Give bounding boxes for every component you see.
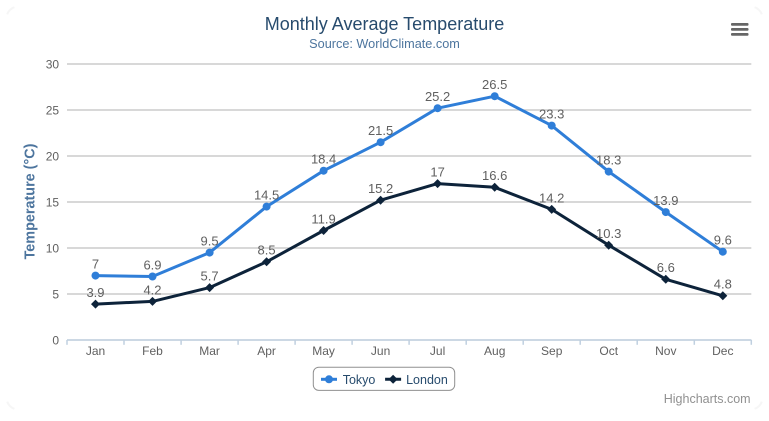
svg-text:15: 15 xyxy=(46,195,60,209)
svg-text:Tokyo: Tokyo xyxy=(343,373,376,387)
svg-text:8.5: 8.5 xyxy=(258,243,276,258)
svg-text:10: 10 xyxy=(46,241,60,255)
svg-text:17: 17 xyxy=(430,165,444,180)
svg-text:25: 25 xyxy=(46,103,60,117)
svg-text:London: London xyxy=(406,373,448,387)
svg-text:26.5: 26.5 xyxy=(482,77,507,92)
svg-text:15.2: 15.2 xyxy=(368,181,393,196)
svg-text:Dec: Dec xyxy=(712,344,733,358)
svg-text:Jan: Jan xyxy=(86,344,105,358)
svg-text:13.9: 13.9 xyxy=(653,193,678,208)
svg-text:30: 30 xyxy=(46,57,60,71)
svg-text:18.3: 18.3 xyxy=(596,153,621,168)
svg-text:11.9: 11.9 xyxy=(311,211,335,226)
svg-text:7: 7 xyxy=(92,257,99,272)
svg-text:Mar: Mar xyxy=(199,344,220,358)
svg-text:Feb: Feb xyxy=(142,344,163,358)
svg-text:Aug: Aug xyxy=(484,344,505,358)
svg-text:Monthly Average Temperature: Monthly Average Temperature xyxy=(265,14,504,34)
svg-text:Temperature (°C): Temperature (°C) xyxy=(23,143,39,259)
svg-text:5: 5 xyxy=(52,287,59,301)
svg-text:10.3: 10.3 xyxy=(596,226,621,241)
svg-text:4.8: 4.8 xyxy=(714,277,732,292)
svg-text:Source: WorldClimate.com: Source: WorldClimate.com xyxy=(309,37,460,51)
svg-text:6.6: 6.6 xyxy=(657,260,675,275)
svg-text:Jun: Jun xyxy=(371,344,390,358)
svg-text:Oct: Oct xyxy=(599,344,618,358)
svg-text:Apr: Apr xyxy=(257,344,276,358)
svg-text:5.7: 5.7 xyxy=(201,269,219,284)
svg-text:25.2: 25.2 xyxy=(425,89,450,104)
svg-text:Jul: Jul xyxy=(430,344,445,358)
svg-text:Highcharts.com: Highcharts.com xyxy=(664,392,751,406)
svg-text:3.9: 3.9 xyxy=(86,285,104,300)
svg-text:14.5: 14.5 xyxy=(254,188,279,203)
svg-text:21.5: 21.5 xyxy=(368,123,393,138)
svg-text:6.9: 6.9 xyxy=(143,257,161,272)
svg-text:16.6: 16.6 xyxy=(482,168,507,183)
svg-text:14.2: 14.2 xyxy=(539,190,564,205)
svg-text:4.2: 4.2 xyxy=(143,282,161,297)
svg-text:9.6: 9.6 xyxy=(714,233,732,248)
svg-text:Sep: Sep xyxy=(541,344,563,358)
svg-text:9.5: 9.5 xyxy=(201,234,219,249)
svg-text:18.4: 18.4 xyxy=(311,152,336,167)
svg-text:Nov: Nov xyxy=(655,344,676,358)
svg-text:20: 20 xyxy=(46,149,60,163)
svg-text:0: 0 xyxy=(52,333,59,347)
svg-text:23.3: 23.3 xyxy=(539,107,564,122)
svg-text:May: May xyxy=(312,344,335,358)
